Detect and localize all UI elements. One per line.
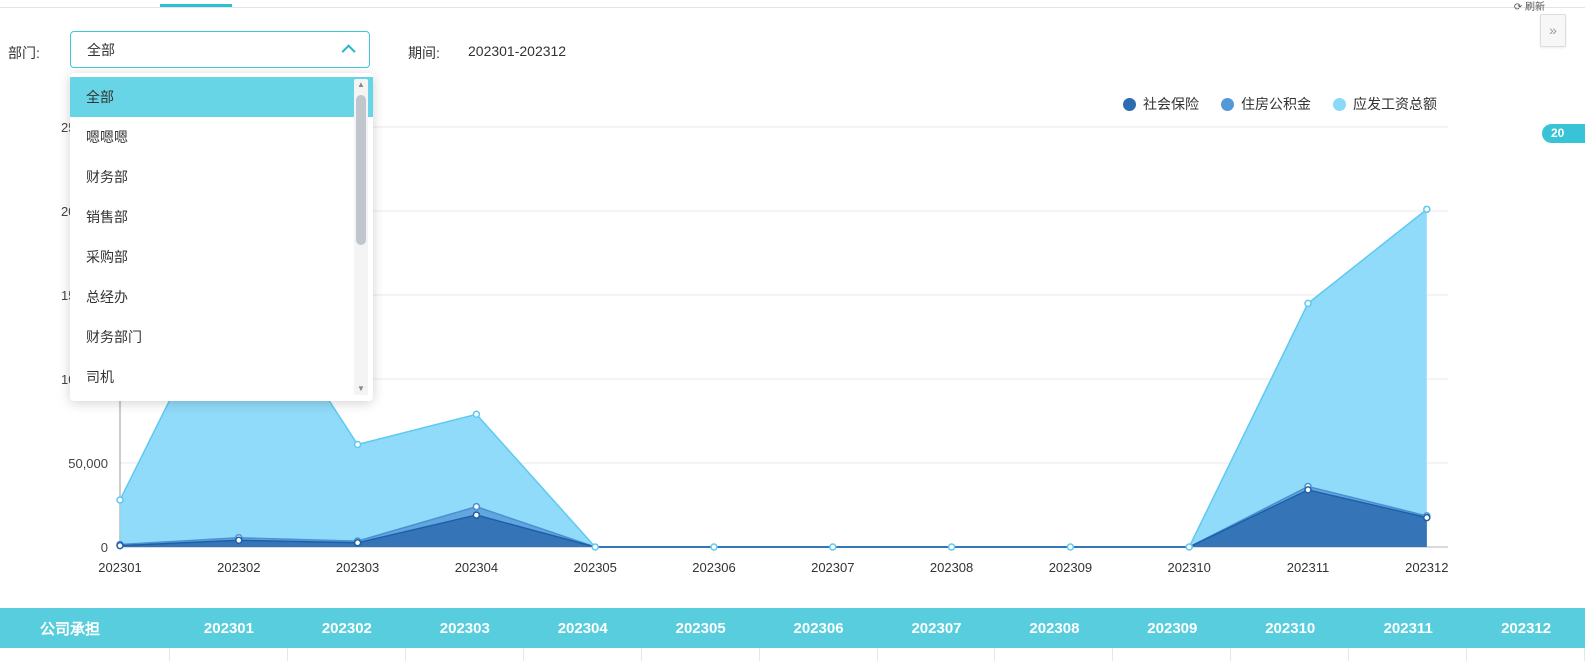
svg-text:202305: 202305 [574,560,617,575]
table-cell [760,648,878,661]
period-value: 202301-202312 [468,43,567,59]
table-header-month: 202311 [1383,619,1433,637]
period-label: 期间: [408,45,440,61]
chevron-up-icon [341,43,356,58]
table-header-month: 202304 [557,619,608,637]
dropdown-scrollbar[interactable]: ▲ ▼ [354,79,368,395]
dropdown-item-采购部[interactable]: 采购部 [86,249,128,265]
svg-text:202306: 202306 [692,560,735,575]
panel-expand-button[interactable]: » [1540,14,1566,47]
table-header-month: 202303 [439,619,490,637]
svg-text:202303: 202303 [336,560,379,575]
table-header-month: 202310 [1265,619,1316,637]
svg-text:202308: 202308 [930,560,973,575]
dropdown-item-司机[interactable]: 司机 [86,369,114,385]
department-select-value: 全部 [87,41,115,58]
table-cell [1113,648,1232,661]
table-cell [642,648,760,661]
legend-dot-icon [1333,97,1346,111]
table-header-company: 公司承担 [40,620,101,638]
svg-text:50,000: 50,000 [68,456,108,471]
scroll-down-icon[interactable]: ▼ [357,384,365,393]
table-cell [1349,648,1468,661]
table-cell [288,648,406,661]
svg-text:0: 0 [101,540,108,555]
table-cell [0,648,170,661]
right-edge-badge[interactable]: 20 [1542,124,1585,143]
table-cell [406,648,524,661]
svg-text:202307: 202307 [811,560,854,575]
top-tab-bar [0,0,1585,8]
table-cell [995,648,1114,661]
dropdown-item-财务部[interactable]: 财务部 [86,169,128,185]
company-burden-table: 公司承担 202301 202302 202303 202304 202305 202306… [0,608,1585,661]
legend-item-应发工资总额[interactable]: 应发工资总额 [1333,94,1437,114]
table-row [0,648,1585,661]
table-header-month: 202306 [793,619,844,637]
table-header-month: 202305 [675,619,726,637]
table-cell [1231,648,1350,661]
table-cell [170,648,288,661]
legend-item-社会保险[interactable]: 社会保险 [1123,94,1199,114]
legend-dot-icon [1221,97,1234,111]
dropdown-item-财务部门[interactable]: 财务部门 [86,329,142,345]
department-label: 部门: [8,45,40,61]
svg-text:202310: 202310 [1168,560,1211,575]
legend-dot-icon [1123,97,1136,111]
table-header-month: 202307 [911,619,962,637]
dropdown-list: 全部嗯嗯嗯财务部销售部采购部总经办财务部门司机 [70,77,373,397]
svg-text:202301: 202301 [98,560,141,575]
table-header-month: 202302 [321,619,372,637]
table-header-row: 公司承担 202301 202302 202303 202304 202305 202306… [0,608,1585,648]
dropdown-item-总经办[interactable]: 总经办 [86,289,128,305]
table-header-month: 202312 [1501,619,1552,637]
table-header-month: 202309 [1147,619,1198,637]
legend-label: 住房公积金 [1241,96,1311,112]
legend-item-住房公积金[interactable]: 住房公积金 [1221,94,1311,114]
scroll-up-icon[interactable]: ▲ [357,80,365,89]
chart-legend: 社会保险 住房公积金 应发工资总额 [1123,94,1437,114]
dropdown-item-全部[interactable]: 全部 [70,77,373,117]
svg-text:202311: 202311 [1287,560,1329,575]
svg-text:202302: 202302 [217,560,260,575]
svg-text:202312: 202312 [1405,560,1448,575]
dropdown-item-嗯嗯嗯[interactable]: 嗯嗯嗯 [86,129,128,145]
table-header-month: 202308 [1029,619,1080,637]
svg-text:202309: 202309 [1049,560,1092,575]
legend-label: 社会保险 [1143,96,1199,112]
department-select[interactable]: 全部 [70,31,370,68]
svg-text:202304: 202304 [455,560,498,575]
scrollbar-thumb[interactable] [356,95,366,245]
refresh-button[interactable]: ⟳ 刷新 [1513,2,1545,13]
table-cell [1467,648,1585,661]
table-cell [878,648,996,661]
legend-label: 应发工资总额 [1353,96,1437,112]
table-header-month: 202301 [203,619,254,637]
active-tab-indicator [160,4,232,7]
department-dropdown: 全部嗯嗯嗯财务部销售部采购部总经办财务部门司机 ▲ ▼ [70,73,373,401]
dropdown-item-销售部[interactable]: 销售部 [86,209,128,225]
table-cell [524,648,642,661]
